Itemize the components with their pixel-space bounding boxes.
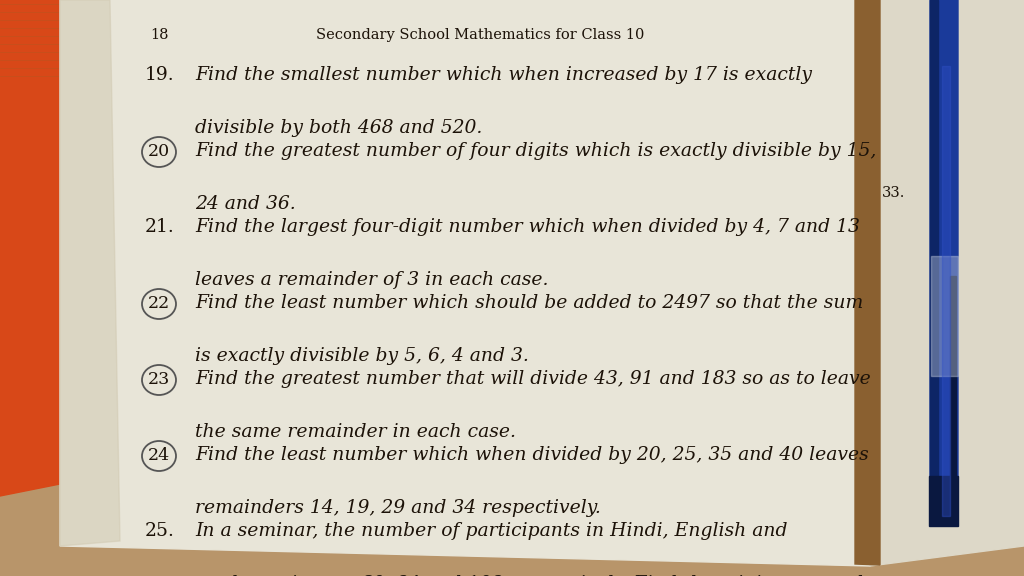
Bar — [942, 66, 950, 516]
Polygon shape — [950, 276, 956, 481]
Polygon shape — [0, 0, 75, 496]
Text: 24: 24 — [147, 448, 170, 464]
Text: Find the smallest number which when increased by 17 is exactly: Find the smallest number which when incr… — [195, 66, 812, 84]
Text: remainders 14, 19, 29 and 34 respectively.: remainders 14, 19, 29 and 34 respectivel… — [195, 499, 601, 517]
Polygon shape — [870, 0, 1024, 566]
Polygon shape — [60, 0, 120, 546]
Text: 20: 20 — [147, 143, 170, 161]
Text: Find the greatest number of four digits which is exactly divisible by 15,: Find the greatest number of four digits … — [195, 142, 877, 160]
Text: Find the greatest number that will divide 43, 91 and 183 so as to leave: Find the greatest number that will divid… — [195, 370, 870, 388]
Polygon shape — [929, 476, 958, 526]
Text: is exactly divisible by 5, 6, 4 and 3.: is exactly divisible by 5, 6, 4 and 3. — [195, 347, 528, 365]
Text: leaves a remainder of 3 in each case.: leaves a remainder of 3 in each case. — [195, 271, 549, 289]
Text: 25.: 25. — [145, 522, 175, 540]
Text: 21.: 21. — [145, 218, 175, 236]
Bar — [0, 0, 1024, 56]
Text: the same remainder in each case.: the same remainder in each case. — [195, 423, 516, 441]
Text: mathematics are 60, 84 and 108 respectively. Find the minimum number: mathematics are 60, 84 and 108 respectiv… — [195, 575, 889, 576]
Text: 23: 23 — [147, 372, 170, 388]
Text: 33.: 33. — [882, 186, 905, 200]
Text: Find the least number which when divided by 20, 25, 35 and 40 leaves: Find the least number which when divided… — [195, 446, 868, 464]
Text: 19.: 19. — [145, 66, 175, 84]
Bar — [0, 0, 1024, 96]
Text: 22: 22 — [147, 295, 170, 313]
Text: Find the largest four-digit number which when divided by 4, 7 and 13: Find the largest four-digit number which… — [195, 218, 860, 236]
Text: Find the least number which should be added to 2497 so that the sum: Find the least number which should be ad… — [195, 294, 863, 312]
Text: divisible by both 468 and 520.: divisible by both 468 and 520. — [195, 119, 482, 137]
Text: In a seminar, the number of participants in Hindi, English and: In a seminar, the number of participants… — [195, 522, 787, 540]
Polygon shape — [60, 0, 870, 566]
Text: 18: 18 — [150, 28, 169, 42]
Text: Secondary School Mathematics for Class 10: Secondary School Mathematics for Class 1… — [315, 28, 644, 42]
Polygon shape — [930, 0, 938, 521]
Polygon shape — [930, 0, 958, 521]
Bar — [931, 256, 958, 376]
Polygon shape — [855, 0, 880, 565]
Text: 24 and 36.: 24 and 36. — [195, 195, 296, 213]
